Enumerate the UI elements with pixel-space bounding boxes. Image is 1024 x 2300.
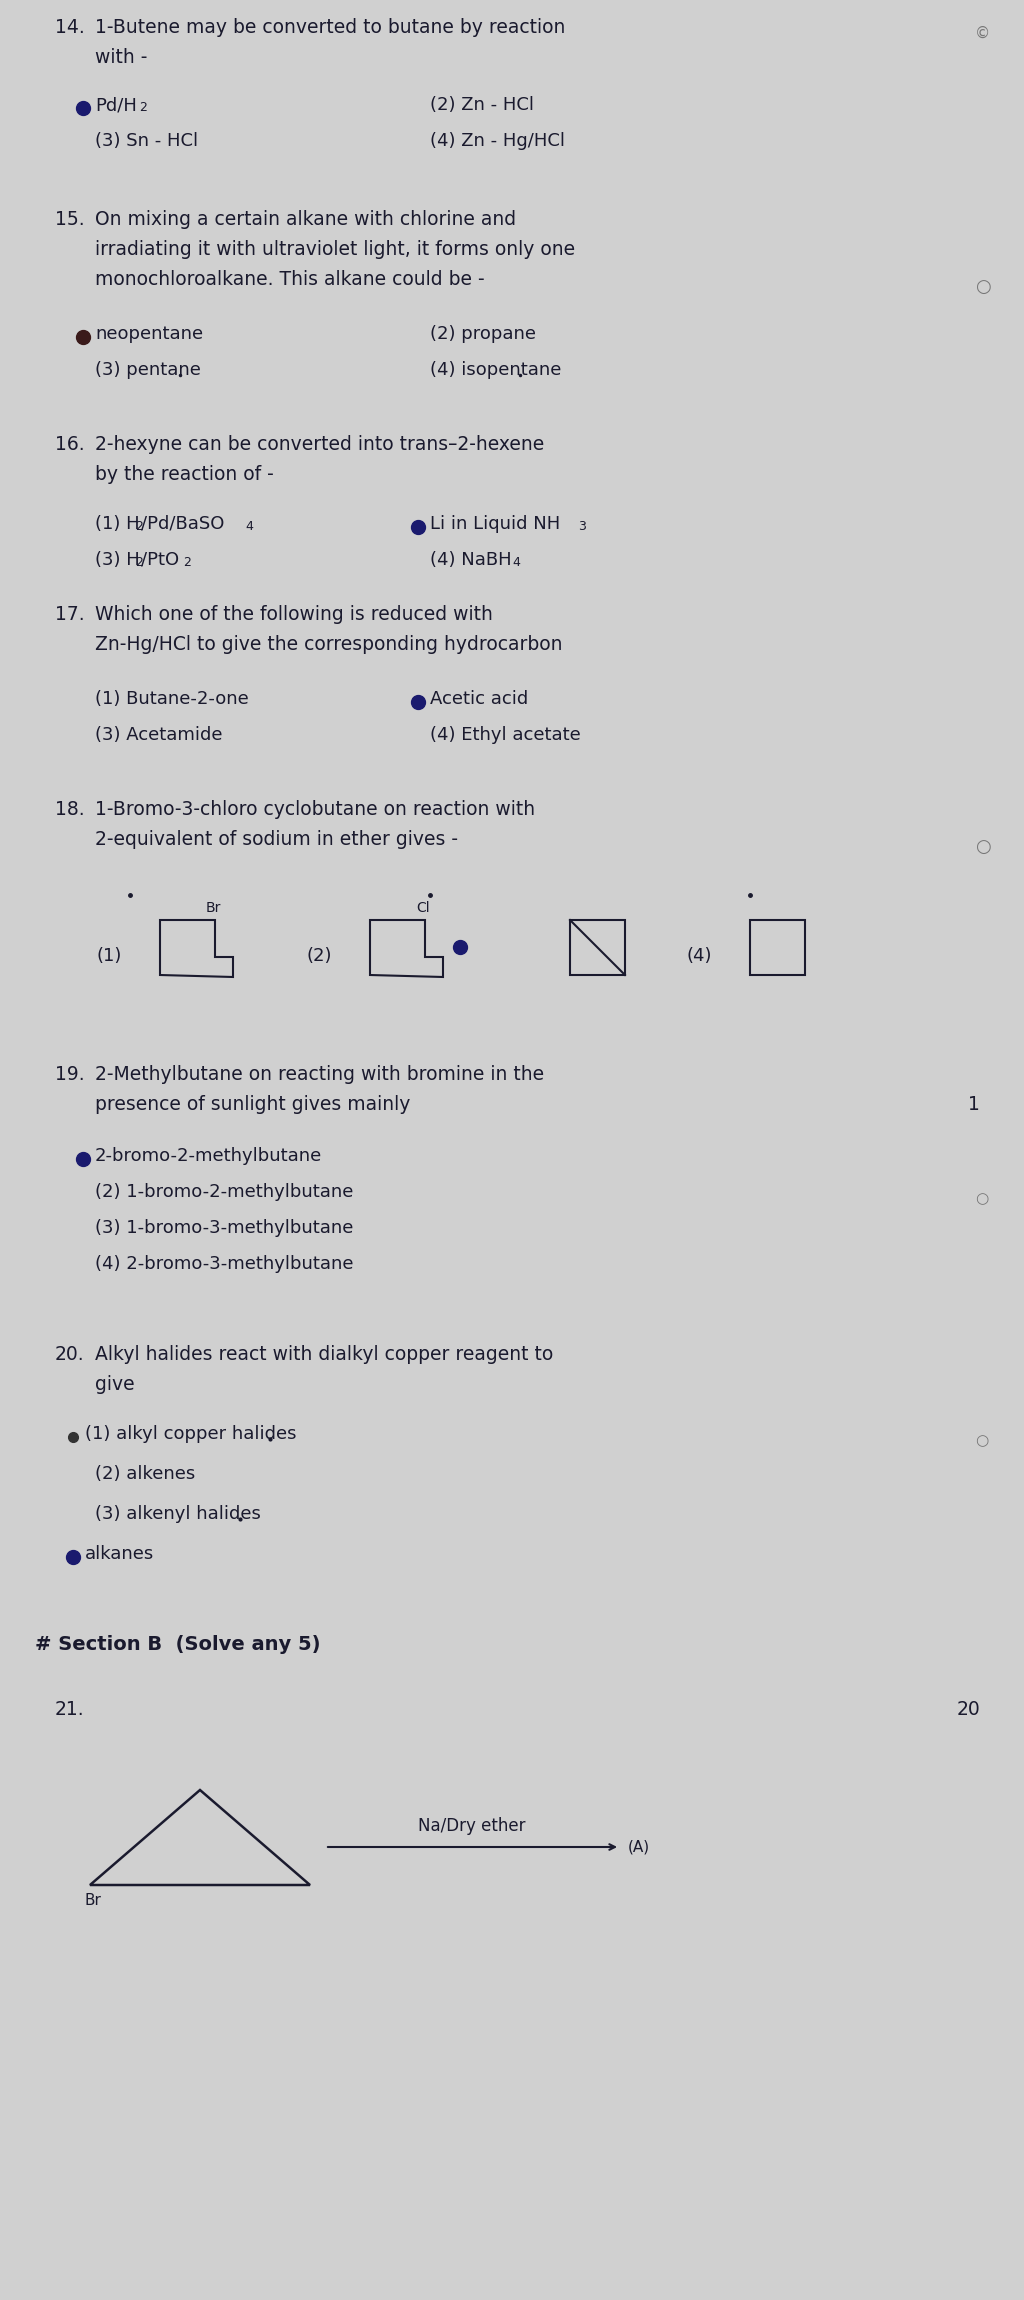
Text: (2) 1-bromo-2-methylbutane: (2) 1-bromo-2-methylbutane <box>95 1182 353 1201</box>
Text: Na/Dry ether: Na/Dry ether <box>418 1817 525 1835</box>
Text: Acetic acid: Acetic acid <box>430 690 528 708</box>
Text: ○: ○ <box>975 1433 988 1449</box>
Text: monochloroalkane. This alkane could be -: monochloroalkane. This alkane could be - <box>95 269 484 290</box>
Text: alkanes: alkanes <box>85 1546 155 1564</box>
Text: give: give <box>95 1375 134 1394</box>
Text: # Section B  (Solve any 5): # Section B (Solve any 5) <box>35 1635 321 1654</box>
Text: (1) H: (1) H <box>95 515 139 534</box>
Text: 2: 2 <box>183 557 190 568</box>
Text: 2: 2 <box>135 557 143 568</box>
Text: Br: Br <box>85 1893 101 1909</box>
Text: (4): (4) <box>686 948 712 966</box>
Text: with -: with - <box>95 48 147 67</box>
Text: (4) Zn - Hg/HCl: (4) Zn - Hg/HCl <box>430 131 565 150</box>
Text: 15.: 15. <box>55 209 85 230</box>
Text: 3: 3 <box>578 520 586 534</box>
Text: 1-Butene may be converted to butane by reaction: 1-Butene may be converted to butane by r… <box>95 18 565 37</box>
Text: /Pd/BaSO: /Pd/BaSO <box>141 515 224 534</box>
Text: Pd/H: Pd/H <box>95 97 137 115</box>
Text: 2: 2 <box>139 101 146 115</box>
Text: 14.: 14. <box>55 18 85 37</box>
Text: (3) pentane: (3) pentane <box>95 361 201 380</box>
Text: 2: 2 <box>135 520 143 534</box>
Text: On mixing a certain alkane with chlorine and: On mixing a certain alkane with chlorine… <box>95 209 516 230</box>
Text: 2-Methylbutane on reacting with bromine in the: 2-Methylbutane on reacting with bromine … <box>95 1065 544 1083</box>
Text: Zn-Hg/HCl to give the corresponding hydrocarbon: Zn-Hg/HCl to give the corresponding hydr… <box>95 635 562 653</box>
Text: Br: Br <box>206 902 221 915</box>
Text: 1: 1 <box>968 1095 980 1113</box>
Text: 4: 4 <box>512 557 520 568</box>
Text: (2) alkenes: (2) alkenes <box>95 1465 196 1484</box>
Text: ©: © <box>975 25 990 41</box>
Text: irradiating it with ultraviolet light, it forms only one: irradiating it with ultraviolet light, i… <box>95 239 575 260</box>
Text: ○: ○ <box>975 1191 988 1205</box>
Text: 1-Bromo-3-chloro cyclobutane on reaction with: 1-Bromo-3-chloro cyclobutane on reaction… <box>95 800 536 819</box>
Text: (1) Butane-2-one: (1) Butane-2-one <box>95 690 249 708</box>
Text: (4) Ethyl acetate: (4) Ethyl acetate <box>430 727 581 743</box>
Text: (3) alkenyl halides: (3) alkenyl halides <box>95 1504 261 1523</box>
Text: (2) Zn - HCl: (2) Zn - HCl <box>430 97 534 115</box>
Text: by the reaction of -: by the reaction of - <box>95 465 273 483</box>
Text: Li in Liquid NH: Li in Liquid NH <box>430 515 560 534</box>
Text: 19.: 19. <box>55 1065 85 1083</box>
Text: Alkyl halides react with dialkyl copper reagent to: Alkyl halides react with dialkyl copper … <box>95 1346 553 1364</box>
Text: (2): (2) <box>306 948 332 966</box>
Text: 2-bromo-2-methylbutane: 2-bromo-2-methylbutane <box>95 1148 323 1166</box>
Text: (1) alkyl copper halides: (1) alkyl copper halides <box>85 1426 297 1442</box>
Text: ○: ○ <box>975 837 991 856</box>
Text: 17.: 17. <box>55 605 85 623</box>
Text: neopentane: neopentane <box>95 324 203 343</box>
Text: 20: 20 <box>956 1700 980 1718</box>
Text: (3) H: (3) H <box>95 552 139 568</box>
Text: (3) Sn - HCl: (3) Sn - HCl <box>95 131 198 150</box>
Text: 4: 4 <box>245 520 253 534</box>
Text: ○: ○ <box>975 278 991 297</box>
Text: Which one of the following is reduced with: Which one of the following is reduced wi… <box>95 605 493 623</box>
Text: (3) 1-bromo-3-methylbutane: (3) 1-bromo-3-methylbutane <box>95 1219 353 1237</box>
Text: (3) Acetamide: (3) Acetamide <box>95 727 222 743</box>
Bar <box>750 920 805 975</box>
Text: 2-equivalent of sodium in ether gives -: 2-equivalent of sodium in ether gives - <box>95 830 458 849</box>
Text: (2) propane: (2) propane <box>430 324 536 343</box>
Text: Cl: Cl <box>416 902 430 915</box>
Text: (1): (1) <box>96 948 122 966</box>
Text: (4) 2-bromo-3-methylbutane: (4) 2-bromo-3-methylbutane <box>95 1256 353 1272</box>
Text: (A): (A) <box>628 1840 650 1854</box>
Text: 20.: 20. <box>55 1346 85 1364</box>
Text: 18.: 18. <box>55 800 85 819</box>
Text: 21.: 21. <box>55 1700 85 1718</box>
Text: (4) isopentane: (4) isopentane <box>430 361 561 380</box>
Text: /PtO: /PtO <box>141 552 179 568</box>
Text: presence of sunlight gives mainly: presence of sunlight gives mainly <box>95 1095 411 1113</box>
Text: 2-hexyne can be converted into trans–2-hexene: 2-hexyne can be converted into trans–2-h… <box>95 435 544 453</box>
Text: (4) NaBH: (4) NaBH <box>430 552 512 568</box>
Text: 16.: 16. <box>55 435 85 453</box>
